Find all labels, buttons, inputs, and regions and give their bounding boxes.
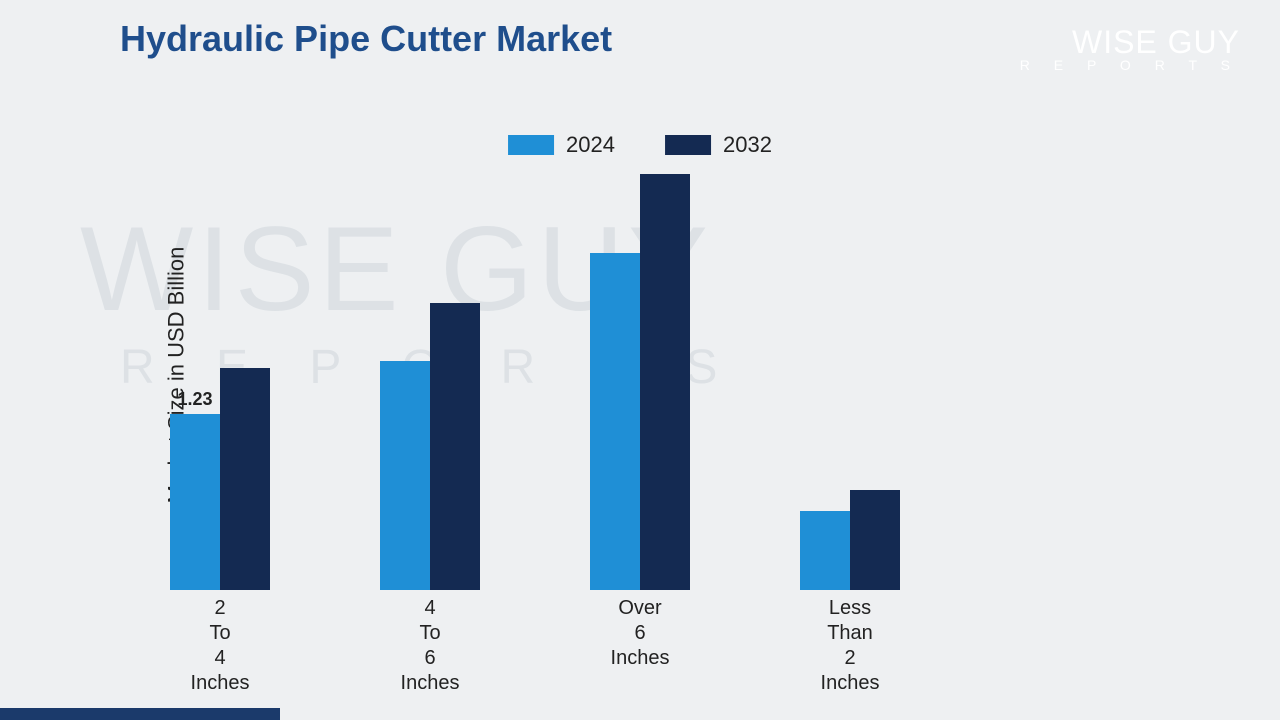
legend-item-0: 2024 — [508, 132, 615, 158]
brand-logo: WISE GUY R E P O R T S — [1020, 24, 1240, 73]
chart-legend: 2024 2032 — [508, 132, 772, 158]
bar-3-2024 — [800, 511, 850, 590]
legend-item-1: 2032 — [665, 132, 772, 158]
bar-1-2032 — [430, 303, 480, 590]
legend-label-1: 2032 — [723, 132, 772, 158]
chart-area: Market Size in USD Billion 1.23 2To4Inch… — [100, 160, 920, 590]
x-axis-labels-row: 2To4Inches 4To6Inches Over6Inches LessThan2… — [160, 590, 920, 710]
legend-swatch-0 — [508, 135, 554, 155]
bar-3-2032 — [850, 490, 900, 590]
x-axis-label-0: 2To4Inches — [160, 596, 280, 696]
plot-region: 1.23 — [160, 160, 920, 590]
bar-0-2024: 1.23 — [170, 414, 220, 590]
brand-logo-name: WISE GUY — [1020, 24, 1240, 61]
bar-2-2032 — [640, 174, 690, 590]
brand-logo-sub: R E P O R T S — [1020, 57, 1240, 73]
bar-2-2024 — [590, 253, 640, 590]
bar-value-label-0: 1.23 — [170, 389, 220, 414]
legend-swatch-1 — [665, 135, 711, 155]
page-canvas: WISE GUY R E P O R T S Hydraulic Pipe Cu… — [0, 0, 1280, 720]
legend-label-0: 2024 — [566, 132, 615, 158]
bar-0-2032 — [220, 368, 270, 590]
x-axis-label-2: Over6Inches — [580, 596, 700, 671]
bar-1-2024 — [380, 361, 430, 590]
x-axis-label-3: LessThan2Inches — [790, 596, 910, 696]
x-axis-label-1: 4To6Inches — [370, 596, 490, 696]
chart-title: Hydraulic Pipe Cutter Market — [120, 18, 612, 60]
